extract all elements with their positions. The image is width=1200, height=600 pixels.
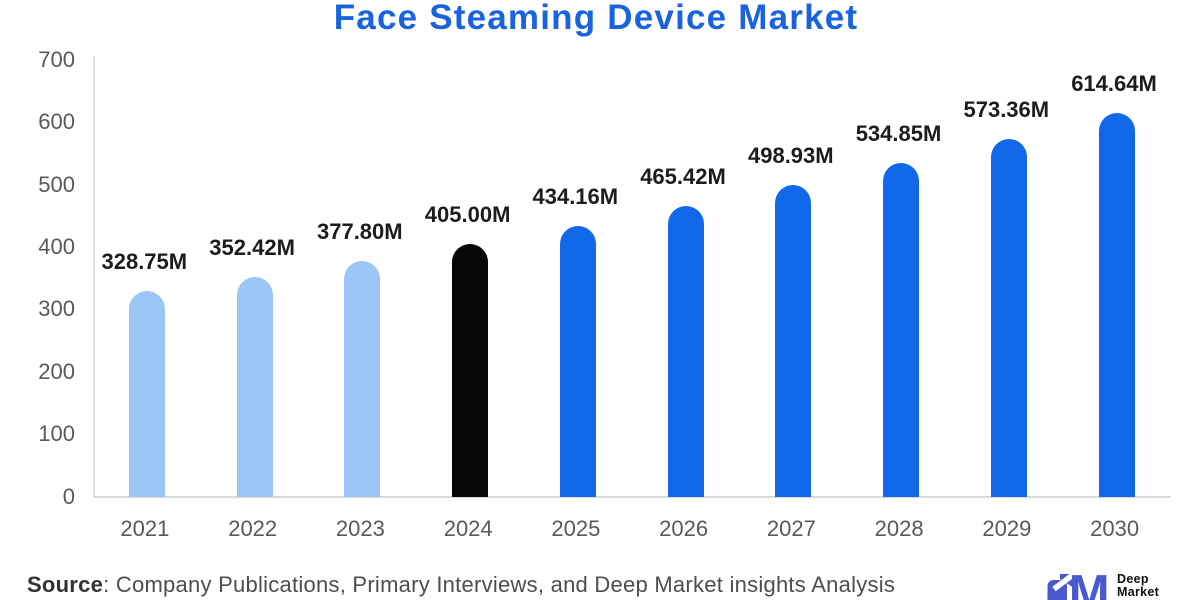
svg-text:M: M: [1069, 572, 1110, 600]
